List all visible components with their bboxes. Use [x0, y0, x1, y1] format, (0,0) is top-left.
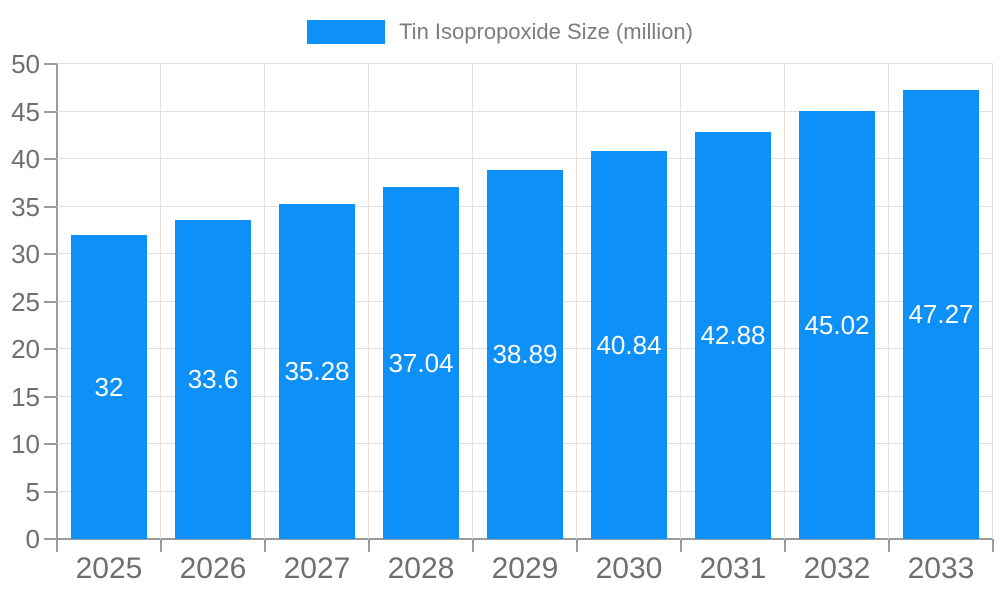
- h-gridline: [57, 63, 993, 64]
- bar-value-label: 42.88: [700, 319, 766, 350]
- x-axis-line: [44, 538, 993, 540]
- x-tick-label: 2026: [179, 552, 247, 585]
- y-tick-label: 40: [11, 144, 40, 174]
- y-tick-label: 0: [25, 524, 40, 554]
- bar-value-label: 33.6: [187, 363, 239, 394]
- y-tick-mark: [44, 348, 57, 350]
- bar-value-label: 47.27: [908, 298, 974, 329]
- bar[interactable]: 37.04: [383, 187, 459, 539]
- y-tick-mark: [44, 110, 57, 113]
- bar-value-label: 38.89: [492, 338, 558, 369]
- y-tick-mark: [44, 63, 57, 65]
- x-tick-label: 2028: [387, 552, 455, 585]
- x-tick-mark: [368, 539, 370, 552]
- y-tick-label: 25: [11, 286, 40, 317]
- legend-swatch: [307, 20, 386, 44]
- x-tick-mark: [576, 539, 578, 552]
- bar-value-label: 37.04: [388, 347, 454, 378]
- v-gridline: [160, 64, 161, 539]
- x-tick-label: 2031: [699, 552, 767, 585]
- x-tick-label: 2033: [907, 552, 975, 585]
- bar[interactable]: 45.02: [799, 111, 875, 539]
- x-tick-label: 2032: [803, 552, 871, 585]
- h-gridline: [57, 158, 993, 159]
- x-tick-label: 2027: [283, 552, 351, 585]
- x-tick-mark: [784, 539, 786, 552]
- bar-value-label: 35.28: [284, 355, 350, 386]
- bar[interactable]: 42.88: [695, 131, 771, 539]
- y-tick-mark: [44, 205, 57, 208]
- y-axis-line: [56, 64, 58, 551]
- bar-value-label: 45.02: [804, 309, 870, 340]
- legend[interactable]: Tin Isopropoxide Size (million): [0, 17, 1000, 47]
- bar-value-label: 32: [94, 371, 124, 402]
- x-tick-mark: [264, 539, 266, 552]
- y-tick-mark: [44, 443, 57, 445]
- x-tick-mark: [680, 539, 682, 552]
- y-tick-mark: [44, 158, 57, 160]
- x-tick-mark: [992, 539, 994, 552]
- v-gridline: [680, 64, 681, 539]
- v-gridline: [576, 64, 577, 539]
- y-tick-label: 50: [11, 49, 40, 79]
- y-tick-label: 20: [11, 334, 40, 364]
- v-gridline: [992, 64, 993, 539]
- y-tick-label: 5: [25, 476, 40, 507]
- x-tick-label: 2029: [491, 552, 559, 585]
- y-tick-label: 15: [11, 381, 40, 412]
- bar[interactable]: 33.6: [175, 219, 251, 539]
- legend-label: Tin Isopropoxide Size (million): [399, 19, 693, 44]
- y-tick-mark: [44, 395, 57, 398]
- x-tick-label: 2030: [595, 552, 663, 585]
- x-tick-mark: [472, 539, 474, 552]
- y-tick-label: 35: [11, 191, 40, 222]
- h-gridline: [57, 110, 993, 112]
- y-tick-mark: [44, 490, 57, 493]
- bar-value-label: 40.84: [596, 329, 662, 360]
- bar[interactable]: 38.89: [487, 169, 563, 539]
- v-gridline: [368, 64, 369, 539]
- x-tick-mark: [160, 539, 162, 552]
- y-tick-mark: [44, 300, 57, 303]
- bar[interactable]: 40.84: [591, 151, 667, 539]
- bar[interactable]: 35.28: [279, 203, 355, 539]
- plot-area: 32 33.6 35.28 37.04 38.89 40.84 42.88 45.02 47.2…: [44, 63, 994, 552]
- y-tick-label: 45: [11, 96, 40, 127]
- y-tick-mark: [44, 253, 57, 255]
- x-tick-mark: [888, 539, 890, 552]
- y-tick-mark: [44, 538, 57, 540]
- v-gridline: [888, 64, 889, 539]
- bar[interactable]: 47.27: [903, 89, 979, 539]
- x-tick-mark: [56, 539, 58, 552]
- y-tick-label: 30: [11, 239, 40, 269]
- bar[interactable]: 32: [71, 235, 147, 539]
- v-gridline: [784, 64, 785, 539]
- x-tick-label: 2025: [75, 552, 143, 585]
- y-tick-label: 10: [11, 429, 40, 459]
- v-gridline: [472, 64, 473, 539]
- v-gridline: [264, 64, 265, 539]
